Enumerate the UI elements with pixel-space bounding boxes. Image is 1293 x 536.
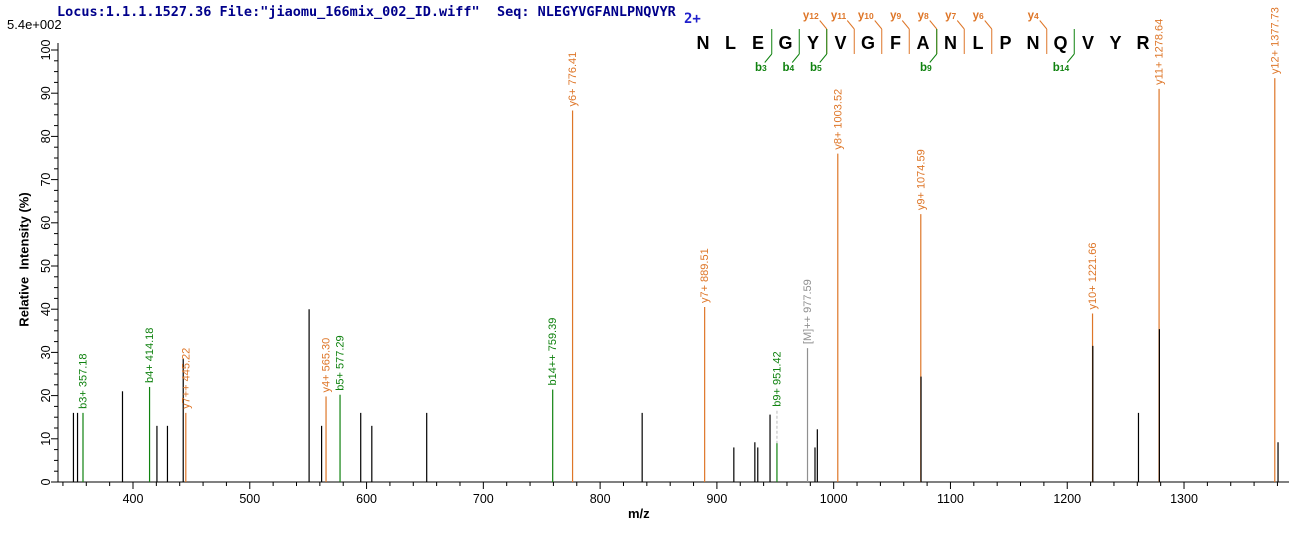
y-tick-label: 60 [39, 216, 53, 230]
x-tick-label: 700 [473, 492, 494, 506]
residue-letter: N [697, 33, 710, 53]
x-tick-label: 1100 [937, 492, 964, 506]
residue-letter: L [973, 33, 984, 53]
peak-label: y7+ 889.51 [699, 248, 711, 303]
x-tick-label: 400 [123, 492, 144, 506]
residue-letter: R [1137, 33, 1150, 53]
y-ion-marker [819, 20, 828, 54]
y-axis-title: Relative Intensity (%) [16, 192, 32, 327]
b-ion-label: b3 [755, 62, 767, 74]
residue-letter: Y [807, 33, 819, 53]
b-ion-label: b5 [810, 62, 822, 74]
y-tick-label: 50 [39, 259, 53, 273]
x-axis-title: m/z [628, 506, 650, 521]
b-ion-marker [791, 29, 800, 63]
peak-label: y8+ 1003.52 [832, 89, 844, 150]
y-tick-label: 100 [39, 40, 53, 61]
peak-label: b3+ 357.18 [77, 354, 89, 409]
peak-label: y11+ 1278.64 [1154, 19, 1166, 85]
y-tick-label: 30 [39, 345, 53, 359]
peak-label: [M]++ 977.59 [802, 279, 814, 344]
y-ion-label: y11 [831, 10, 847, 22]
b-ion-marker [819, 29, 828, 63]
residue-letter: G [778, 33, 792, 53]
y-tick-label: 20 [39, 389, 53, 403]
b-ion-marker [929, 29, 938, 63]
y-ion-label: y7 [945, 10, 956, 22]
b-ion-label: b14 [1053, 62, 1070, 74]
residue-letter: E [752, 33, 764, 53]
peak-label: y4+ 565.30 [321, 338, 333, 393]
y-tick-label: 80 [39, 129, 53, 143]
residue-letter: V [834, 33, 846, 53]
charge-state-label: 2+ [684, 11, 701, 27]
peak-label: b5+ 577.29 [335, 335, 347, 390]
y-tick-label: 10 [39, 432, 53, 446]
y-tick-label: 90 [39, 86, 53, 100]
y-ion-marker [1039, 20, 1048, 54]
x-tick-label: 1300 [1170, 492, 1198, 506]
y-ion-label: y10 [858, 10, 874, 22]
residue-letter: G [861, 33, 875, 53]
residue-letter: Y [1109, 33, 1121, 53]
x-tick-label: 1200 [1053, 492, 1081, 506]
sequence-label: Seq: NLEGYVGFANLPNQVYR [497, 4, 676, 20]
residue-letter: N [1027, 33, 1040, 53]
residue-letter: Q [1053, 33, 1067, 53]
peak-label: b14++ 759.39 [547, 318, 559, 386]
x-tick-label: 500 [239, 492, 260, 506]
peak-label: b4+ 414.18 [144, 328, 156, 383]
y-ion-label: y12 [803, 10, 819, 22]
b-ion-marker [764, 29, 773, 63]
x-tick-label: 900 [706, 492, 727, 506]
y-ion-marker [846, 20, 855, 54]
peak-label: b9+ 951.42 [771, 351, 783, 406]
y-tick-label: 40 [39, 302, 53, 316]
intensity-scale-label: 5.4e+002 [7, 17, 62, 32]
y-ion-marker [874, 20, 883, 54]
y-ion-marker [956, 20, 965, 54]
residue-letter: L [725, 33, 736, 53]
y-ion-label: y6 [973, 10, 984, 22]
b-ion-label: b9 [920, 62, 932, 74]
residue-letter: V [1082, 33, 1094, 53]
x-tick-label: 600 [356, 492, 377, 506]
residue-letter: A [917, 33, 930, 53]
residue-letter: N [944, 33, 957, 53]
y-ion-label: y4 [1028, 10, 1039, 22]
x-tick-label: 800 [590, 492, 611, 506]
y-ion-label: y8 [918, 10, 929, 22]
peak-label: y9+ 1074.59 [915, 149, 927, 210]
residue-letter: P [999, 33, 1011, 53]
b-ion-label: b4 [782, 62, 794, 74]
residue-letter: F [890, 33, 901, 53]
locus-file-label: Locus:1.1.1.1527.36 File:"jiaomu_166mix_… [57, 4, 480, 20]
peak-label: y6+ 776.41 [567, 52, 579, 107]
y-ion-marker [901, 20, 910, 54]
b-ion-marker [1066, 29, 1075, 63]
peak-label: y10+ 1221.66 [1087, 243, 1099, 310]
x-tick-label: 1000 [820, 492, 848, 506]
y-ion-label: y9 [890, 10, 901, 22]
peak-label: y7++ 445.22 [180, 348, 192, 409]
y-tick-label: 70 [39, 173, 53, 187]
y-ion-marker [929, 20, 938, 54]
peak-label: y12+ 1377.73 [1269, 7, 1281, 74]
y-ion-marker [984, 20, 993, 54]
y-tick-label: 0 [39, 478, 53, 485]
